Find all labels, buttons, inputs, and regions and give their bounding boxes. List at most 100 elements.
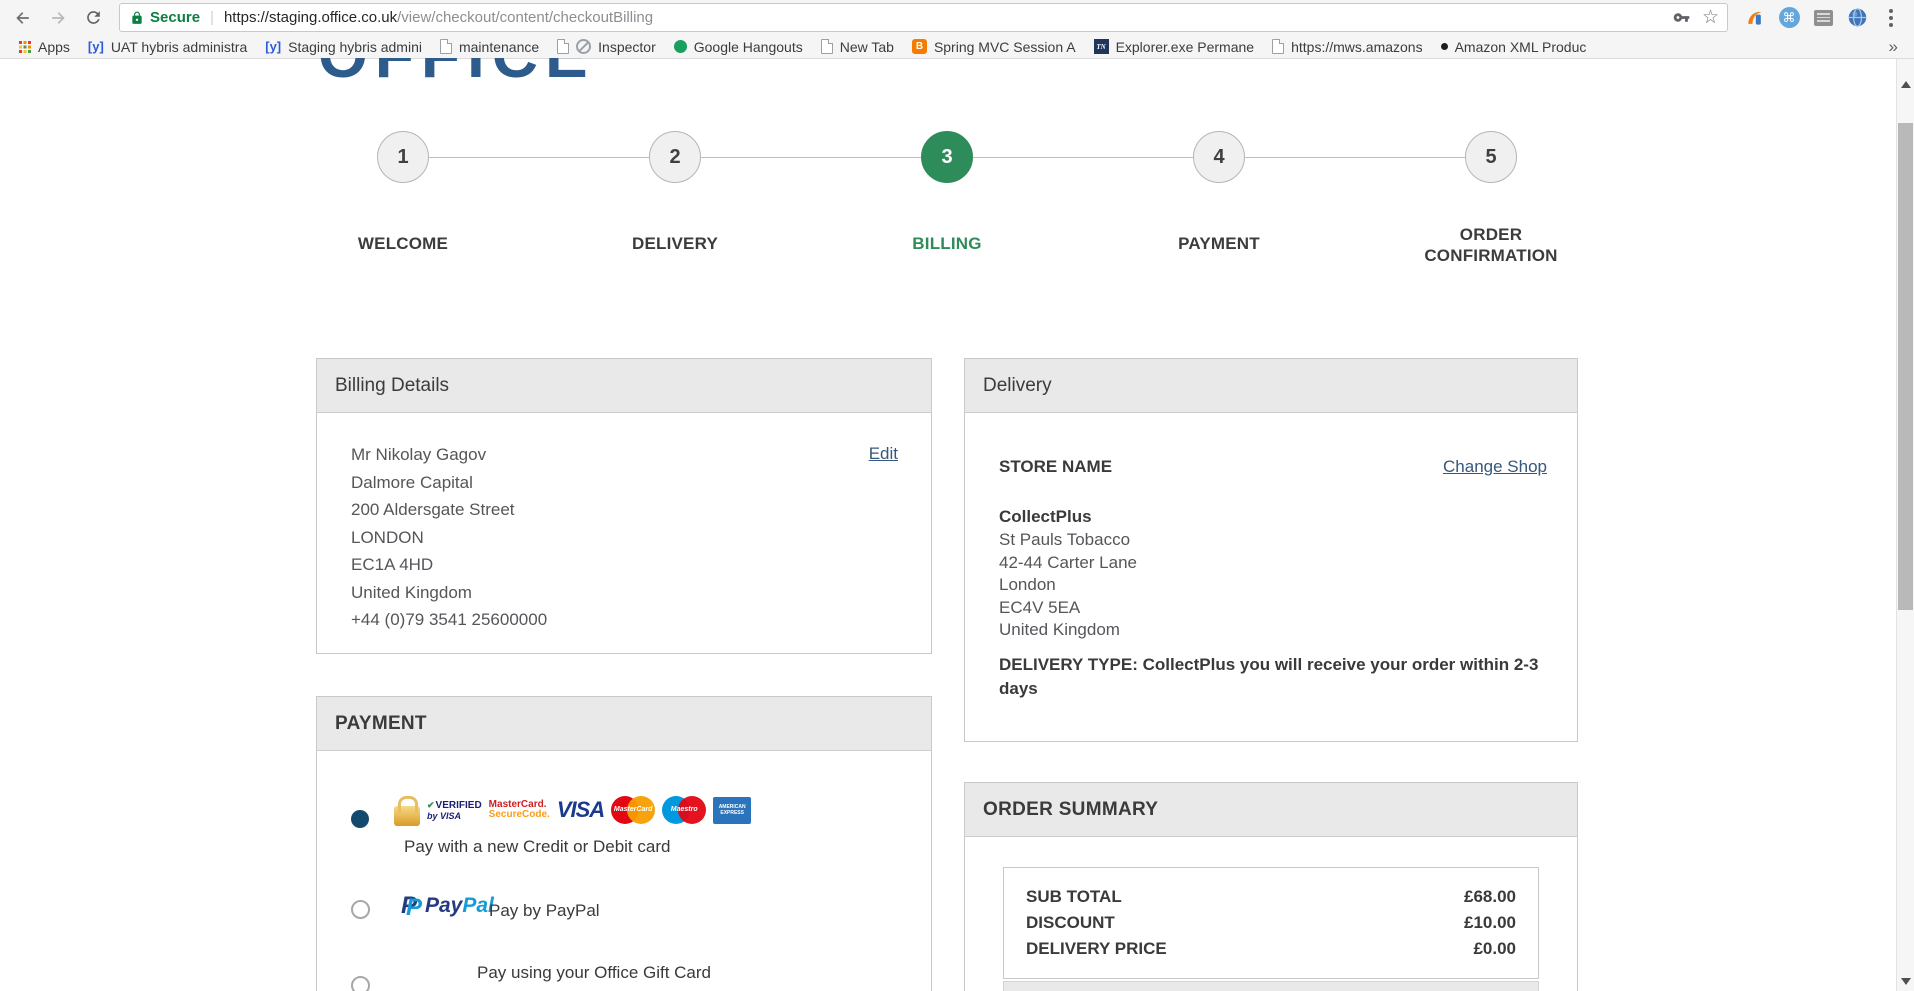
extension-swoosh-icon[interactable] — [1740, 3, 1770, 33]
step-circle-order-confirmation: 5 — [1465, 131, 1517, 183]
padlock-icon — [394, 796, 420, 826]
bookmark-amazon-xml[interactable]: Amazon XML Produc — [1432, 39, 1596, 55]
billing-postcode: EC1A 4HD — [351, 555, 434, 574]
order-summary-panel: ORDER SUMMARY SUB TOTAL £68.00 DISCOUNT … — [964, 782, 1578, 991]
bookmark-star-icon[interactable]: ☆ — [1701, 7, 1719, 28]
step-circle-welcome: 1 — [377, 131, 429, 183]
payment-panel: PAYMENT VERIFIED by VISA MasterCard. Sec… — [316, 696, 932, 991]
bookmark-inspector[interactable]: Inspector — [548, 39, 665, 55]
dot-icon — [1440, 43, 1448, 50]
maestro-icon-text: Maestro — [670, 806, 698, 813]
browser-toolbar: Secure | https://staging.office.co.uk /v… — [0, 0, 1914, 35]
card-option-label[interactable]: Pay with a new Credit or Debit card — [404, 837, 671, 856]
bookmark-label: https://mws.amazons — [1291, 38, 1423, 55]
summary-row-discount: DISCOUNT £10.00 — [1004, 910, 1538, 936]
step-circle-delivery: 2 — [649, 131, 701, 183]
blogger-icon: B — [911, 39, 927, 54]
billing-city: LONDON — [351, 527, 424, 547]
step-label-order-confirmation: ORDER CONFIRMATION — [1424, 225, 1558, 265]
hybris-icon: [y] — [265, 39, 282, 54]
step-number: 5 — [1485, 145, 1497, 168]
bookmarks-overflow-chevron[interactable]: » — [1888, 36, 1898, 56]
order-summary-total-strip — [1003, 981, 1539, 991]
step-label-payment: PAYMENT — [1178, 234, 1260, 253]
delivery-panel: Delivery STORE NAME Change Shop CollectP… — [964, 358, 1578, 742]
bookmark-maintenance[interactable]: maintenance — [431, 39, 548, 55]
billing-country: United Kingdom — [351, 582, 472, 602]
bookmark-label: Staging hybris admini — [288, 38, 422, 55]
back-icon[interactable] — [10, 5, 36, 31]
command-extension-icon[interactable]: ⌘ — [1774, 3, 1804, 33]
amex-icon: AMERICAN EXPRESS — [713, 796, 752, 824]
bookmark-mws-amazon[interactable]: https://mws.amazons — [1263, 39, 1432, 55]
radio-paypal[interactable] — [351, 900, 370, 919]
delivery-panel-title: Delivery — [965, 359, 1577, 413]
page-icon — [557, 39, 570, 54]
delivery-price-value: £0.00 — [1473, 939, 1516, 958]
order-summary-title: ORDER SUMMARY — [965, 783, 1577, 837]
radio-gift-card[interactable] — [351, 976, 370, 991]
card-scheme-icons: VERIFIED by VISA MasterCard. SecureCode.… — [394, 789, 752, 831]
bookmark-label: Amazon XML Produc — [1454, 38, 1587, 55]
bookmark-label: maintenance — [458, 38, 540, 55]
globe-extension-icon[interactable] — [1842, 3, 1872, 33]
edit-billing-link[interactable]: Edit — [868, 444, 898, 463]
store-address: CollectPlus St Pauls Tobacco 42-44 Carte… — [999, 505, 1137, 642]
store-line: St Pauls Tobacco — [999, 530, 1131, 549]
paypal-mark-front: P — [406, 894, 423, 921]
billing-address: Mr Nikolay Gagov Dalmore Capital 200 Ald… — [351, 441, 547, 634]
mastercard-icon-text: MasterCard — [613, 806, 653, 813]
bookmark-staging-hybris[interactable]: [y] Staging hybris admini — [256, 39, 431, 55]
office-logo-text: OFFICE — [318, 58, 595, 91]
mastercard-icon: MasterCard — [611, 796, 656, 824]
change-shop-link[interactable]: Change Shop — [1443, 457, 1547, 476]
giftcard-option-label[interactable]: Pay using your Office Gift Card — [477, 963, 712, 982]
key-icon[interactable] — [1673, 9, 1690, 26]
page-icon — [820, 39, 833, 54]
hybris-icon: [y] — [87, 39, 104, 54]
scroll-up-icon[interactable] — [1900, 81, 1911, 88]
url-host: https://staging.office.co.uk — [223, 9, 398, 26]
tn-icon: TN — [1093, 39, 1109, 54]
store-line: 42-44 Carter Lane — [999, 552, 1137, 572]
office-logo[interactable]: OFFICE — [318, 58, 638, 91]
store-line: London — [999, 575, 1056, 594]
reload-icon[interactable] — [80, 5, 106, 31]
scroll-down-icon[interactable] — [1900, 978, 1911, 985]
hangouts-icon — [673, 40, 687, 53]
bookmark-label: Google Hangouts — [693, 38, 803, 55]
discount-value: £10.00 — [1464, 913, 1516, 932]
step-number: 3 — [941, 145, 953, 168]
bookmark-spring-mvc[interactable]: B Spring MVC Session A — [903, 39, 1085, 55]
order-summary-totals-box: SUB TOTAL £68.00 DISCOUNT £10.00 DELIVER… — [1003, 867, 1539, 979]
bookmark-apps[interactable]: Apps — [10, 39, 79, 55]
forward-icon[interactable] — [45, 5, 71, 31]
secure-label: Secure — [150, 9, 201, 26]
billing-details-panel: Billing Details Edit Mr Nikolay Gagov Da… — [316, 358, 932, 654]
store-line: United Kingdom — [999, 620, 1120, 639]
step-number: 4 — [1213, 145, 1225, 168]
paypal-word-pay: Pay — [425, 894, 463, 917]
delivery-type-text: DELIVERY TYPE: CollectPlus you will rece… — [999, 655, 1539, 698]
bookmark-google-hangouts[interactable]: Google Hangouts — [665, 39, 812, 55]
step-number: 1 — [397, 145, 409, 168]
paypal-option-label[interactable]: Pay by PayPal — [489, 901, 600, 920]
subtotal-label: SUB TOTAL — [1026, 887, 1122, 906]
address-bar[interactable]: Secure | https://staging.office.co.uk /v… — [119, 3, 1728, 32]
step-number: 2 — [669, 145, 681, 168]
verified-by-visa-line1: VERIFIED — [427, 800, 482, 811]
browser-menu-icon[interactable] — [1876, 3, 1906, 33]
verified-by-visa-icon: VERIFIED by VISA — [427, 800, 482, 821]
bookmark-label: Explorer.exe Permane — [1115, 38, 1255, 55]
bookmark-uat-hybris[interactable]: [y] UAT hybris administra — [79, 39, 256, 55]
bookmark-new-tab[interactable]: New Tab — [812, 39, 903, 55]
vertical-scrollbar[interactable] — [1896, 59, 1914, 991]
store-carrier: CollectPlus — [999, 507, 1092, 526]
terminal-extension-icon[interactable] — [1808, 3, 1838, 33]
scrollbar-thumb[interactable] — [1898, 123, 1913, 610]
step-circle-payment: 4 — [1193, 131, 1245, 183]
bookmark-explorer-exe[interactable]: TN Explorer.exe Permane — [1085, 39, 1264, 55]
store-name-label: STORE NAME — [999, 457, 1113, 476]
radio-credit-debit-card[interactable] — [351, 810, 369, 828]
